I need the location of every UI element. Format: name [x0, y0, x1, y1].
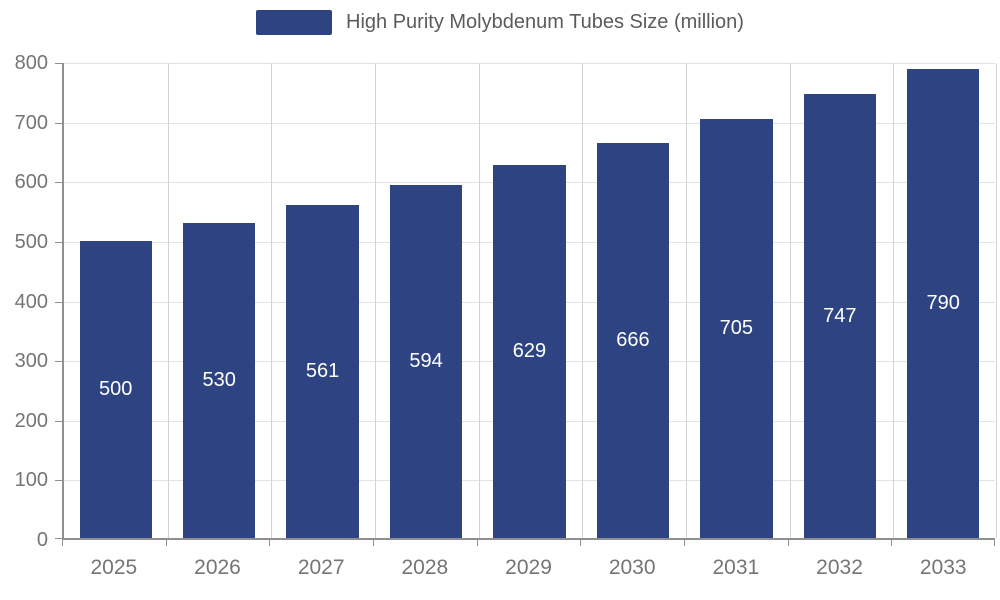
- y-axis-tick: [55, 182, 62, 184]
- y-axis-label: 100: [14, 469, 48, 492]
- x-axis-category-label: 2031: [712, 556, 760, 579]
- gridline-vertical: [789, 63, 791, 538]
- y-axis-tick: [55, 241, 62, 243]
- y-axis-label: 700: [14, 111, 48, 134]
- y-axis-tick: [55, 361, 62, 363]
- y-axis-tick: [55, 301, 62, 303]
- bar: 561: [286, 204, 359, 538]
- x-axis-category-label: 2030: [608, 556, 656, 579]
- y-axis-label: 0: [36, 529, 48, 551]
- gridline-vertical: [582, 63, 584, 538]
- x-axis-category-label: 2029: [505, 556, 552, 579]
- y-axis-tick: [55, 480, 62, 482]
- y-axis-tick: [55, 122, 62, 124]
- bar: 594: [389, 185, 463, 538]
- bar-value-label: 705: [719, 317, 754, 340]
- bar-value-label: 666: [616, 328, 650, 351]
- x-axis-category-label: 2033: [919, 556, 967, 579]
- x-axis-category-label: 2026: [194, 556, 241, 579]
- x-axis-tick: [994, 540, 995, 546]
- x-axis-category-label: 2027: [297, 556, 345, 579]
- bar: 500: [79, 241, 152, 538]
- x-axis-tick: [891, 540, 893, 546]
- x-axis-tick: [373, 540, 374, 546]
- bar-column: 705: [685, 63, 788, 538]
- bar-column: 594: [374, 63, 477, 538]
- x-axis-tick: [684, 540, 685, 546]
- y-axis-label: 200: [14, 409, 48, 432]
- gridline-vertical: [271, 63, 273, 538]
- bar-column: 561: [271, 63, 374, 538]
- bar: 629: [493, 164, 566, 538]
- x-axis-tick: [476, 540, 478, 546]
- y-axis-label: 800: [14, 52, 48, 74]
- x-axis-category-label: 2032: [816, 556, 863, 579]
- x-axis-tick: [165, 540, 167, 546]
- bar-columns: 500 530 561 594 629 666 705 747 790: [64, 63, 995, 538]
- bar: 530: [182, 223, 256, 538]
- bar-value-label: 561: [305, 359, 340, 382]
- bar-column: 530: [167, 63, 270, 538]
- bar-column: 500: [64, 63, 167, 538]
- plot-area: 500 530 561 594 629 666 705 747 790: [62, 63, 997, 540]
- legend-label: High Purity Molybdenum Tubes Size (milli…: [346, 11, 744, 33]
- bar-column: 666: [581, 63, 684, 538]
- x-axis-category-label: 2025: [90, 556, 138, 579]
- y-axis-tick: [55, 420, 62, 422]
- legend-swatch: [256, 10, 333, 35]
- y-axis-tick: [55, 63, 62, 64]
- gridline-vertical: [686, 63, 687, 538]
- bar-column: 790: [892, 63, 995, 538]
- gridline-vertical: [167, 63, 169, 538]
- bar-value-label: 594: [409, 350, 443, 373]
- bar-value-label: 530: [202, 369, 236, 392]
- y-axis-label: 500: [14, 230, 48, 253]
- y-axis-label: 300: [14, 350, 48, 373]
- x-axis-tick: [787, 540, 789, 546]
- bar-column: 747: [788, 63, 891, 538]
- y-axis-tick: [55, 538, 62, 539]
- bar: 666: [596, 142, 670, 538]
- bar-value-label: 790: [926, 291, 960, 314]
- x-axis-tick: [62, 540, 63, 546]
- x-axis-labels: 2025 2026 2027 2028 2029 2030 2031 2032 2033: [62, 556, 995, 580]
- bar-value-label: 500: [99, 378, 133, 401]
- bar-column: 629: [478, 63, 581, 538]
- y-axis-label: 400: [14, 290, 48, 313]
- gridline-vertical: [893, 63, 895, 538]
- bar-value-label: 747: [823, 304, 857, 327]
- bar-value-label: 629: [512, 339, 547, 362]
- gridline-vertical: [478, 63, 480, 538]
- legend: High Purity Molybdenum Tubes Size (milli…: [0, 10, 1000, 35]
- gridline-horizontal: [64, 63, 995, 64]
- y-axis-label: 600: [14, 171, 48, 194]
- x-axis-category-label: 2028: [401, 556, 449, 579]
- bar: 747: [803, 94, 876, 538]
- x-axis-tick: [580, 540, 582, 546]
- x-axis-tick: [269, 540, 271, 546]
- gridline-vertical: [375, 63, 376, 538]
- gridline-vertical: [996, 63, 997, 538]
- bar: 705: [700, 119, 773, 538]
- gridline-horizontal: [64, 122, 995, 124]
- bar: 790: [907, 68, 980, 538]
